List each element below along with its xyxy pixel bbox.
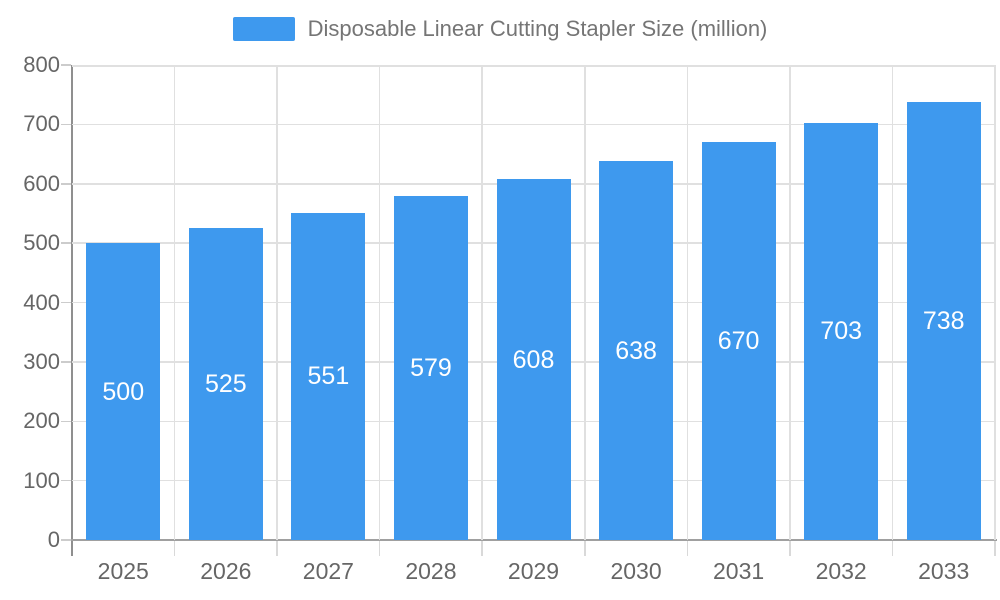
bar-2032[interactable]: 703 [804, 122, 879, 540]
gridline-horizontal [72, 65, 995, 67]
y-axis-tick [61, 183, 71, 185]
x-axis-tick [686, 541, 689, 556]
bar-value-label: 703 [820, 317, 863, 346]
x-axis-tick [584, 541, 586, 556]
x-axis-tick [891, 541, 894, 556]
bar-value-label: 500 [102, 377, 145, 406]
y-axis-tick [61, 479, 71, 482]
bar-2033[interactable]: 738 [906, 101, 981, 540]
bar-value-label: 551 [307, 362, 350, 391]
y-axis-tick [61, 420, 71, 422]
y-axis-tick [61, 539, 71, 541]
x-axis-tick [173, 541, 176, 556]
gridline-vertical [276, 65, 278, 540]
x-axis-tick [481, 541, 483, 556]
gridline-vertical [173, 65, 176, 540]
x-axis-label: 2030 [610, 558, 662, 584]
gridline-vertical [686, 65, 689, 540]
x-axis-label: 2028 [405, 558, 457, 584]
x-axis-tick [789, 541, 791, 556]
x-axis-tick [276, 541, 278, 556]
x-axis-label: 2026 [200, 558, 252, 584]
y-axis-label: 0 [47, 527, 60, 552]
gridline-horizontal [72, 123, 995, 126]
bar-value-label: 738 [922, 306, 965, 335]
plot-area: 500 525 551 579 608 638 670 703 738 [72, 65, 996, 540]
y-axis-label: 700 [23, 111, 60, 137]
x-axis-label: 2029 [507, 558, 560, 584]
bar-2030[interactable]: 638 [599, 161, 674, 540]
y-axis-tick [61, 123, 71, 126]
gridline-vertical [378, 65, 381, 540]
x-axis-tick [994, 541, 996, 556]
gridline-vertical [891, 65, 894, 540]
bar-2027[interactable]: 551 [291, 212, 366, 540]
y-axis-label: 600 [23, 170, 60, 196]
y-axis-label: 300 [23, 348, 60, 374]
x-axis-label: 2032 [815, 558, 867, 584]
legend: Disposable Linear Cutting Stapler Size (… [0, 16, 1000, 42]
bar-value-label: 670 [717, 327, 760, 356]
y-axis-tick [61, 64, 71, 66]
legend-item[interactable]: Disposable Linear Cutting Stapler Size (… [232, 16, 768, 42]
legend-swatch-icon [232, 17, 295, 41]
x-axis-tick [378, 541, 381, 556]
gridline-vertical [789, 65, 791, 540]
gridline-vertical [481, 65, 483, 540]
bar-value-label: 608 [512, 345, 555, 374]
bar-2029[interactable]: 608 [496, 179, 571, 540]
legend-label: Disposable Linear Cutting Stapler Size (… [307, 16, 768, 41]
x-axis-label: 2027 [302, 558, 354, 584]
bar-value-label: 525 [204, 370, 247, 399]
x-axis-label: 2025 [97, 558, 149, 584]
bar-2031[interactable]: 670 [701, 142, 776, 540]
bar-2026[interactable]: 525 [188, 228, 263, 540]
y-axis-tick [61, 242, 71, 244]
y-axis-tick [61, 361, 71, 363]
y-axis-line [70, 65, 73, 556]
bar-2025[interactable]: 500 [86, 243, 161, 540]
gridline-vertical [994, 65, 996, 540]
y-axis-label: 400 [23, 289, 60, 315]
bar-value-label: 579 [410, 354, 452, 383]
y-axis-label: 800 [23, 52, 60, 77]
x-axis-label: 2033 [918, 558, 970, 584]
y-axis-label: 500 [23, 230, 60, 256]
bar-value-label: 638 [615, 336, 657, 365]
y-axis-label: 200 [23, 408, 60, 434]
gridline-vertical [584, 65, 586, 540]
y-axis-label: 100 [23, 467, 60, 493]
y-axis-tick [61, 301, 71, 304]
x-axis-label: 2031 [713, 558, 765, 584]
x-axis-line [61, 539, 997, 541]
bar-2028[interactable]: 579 [393, 196, 468, 540]
